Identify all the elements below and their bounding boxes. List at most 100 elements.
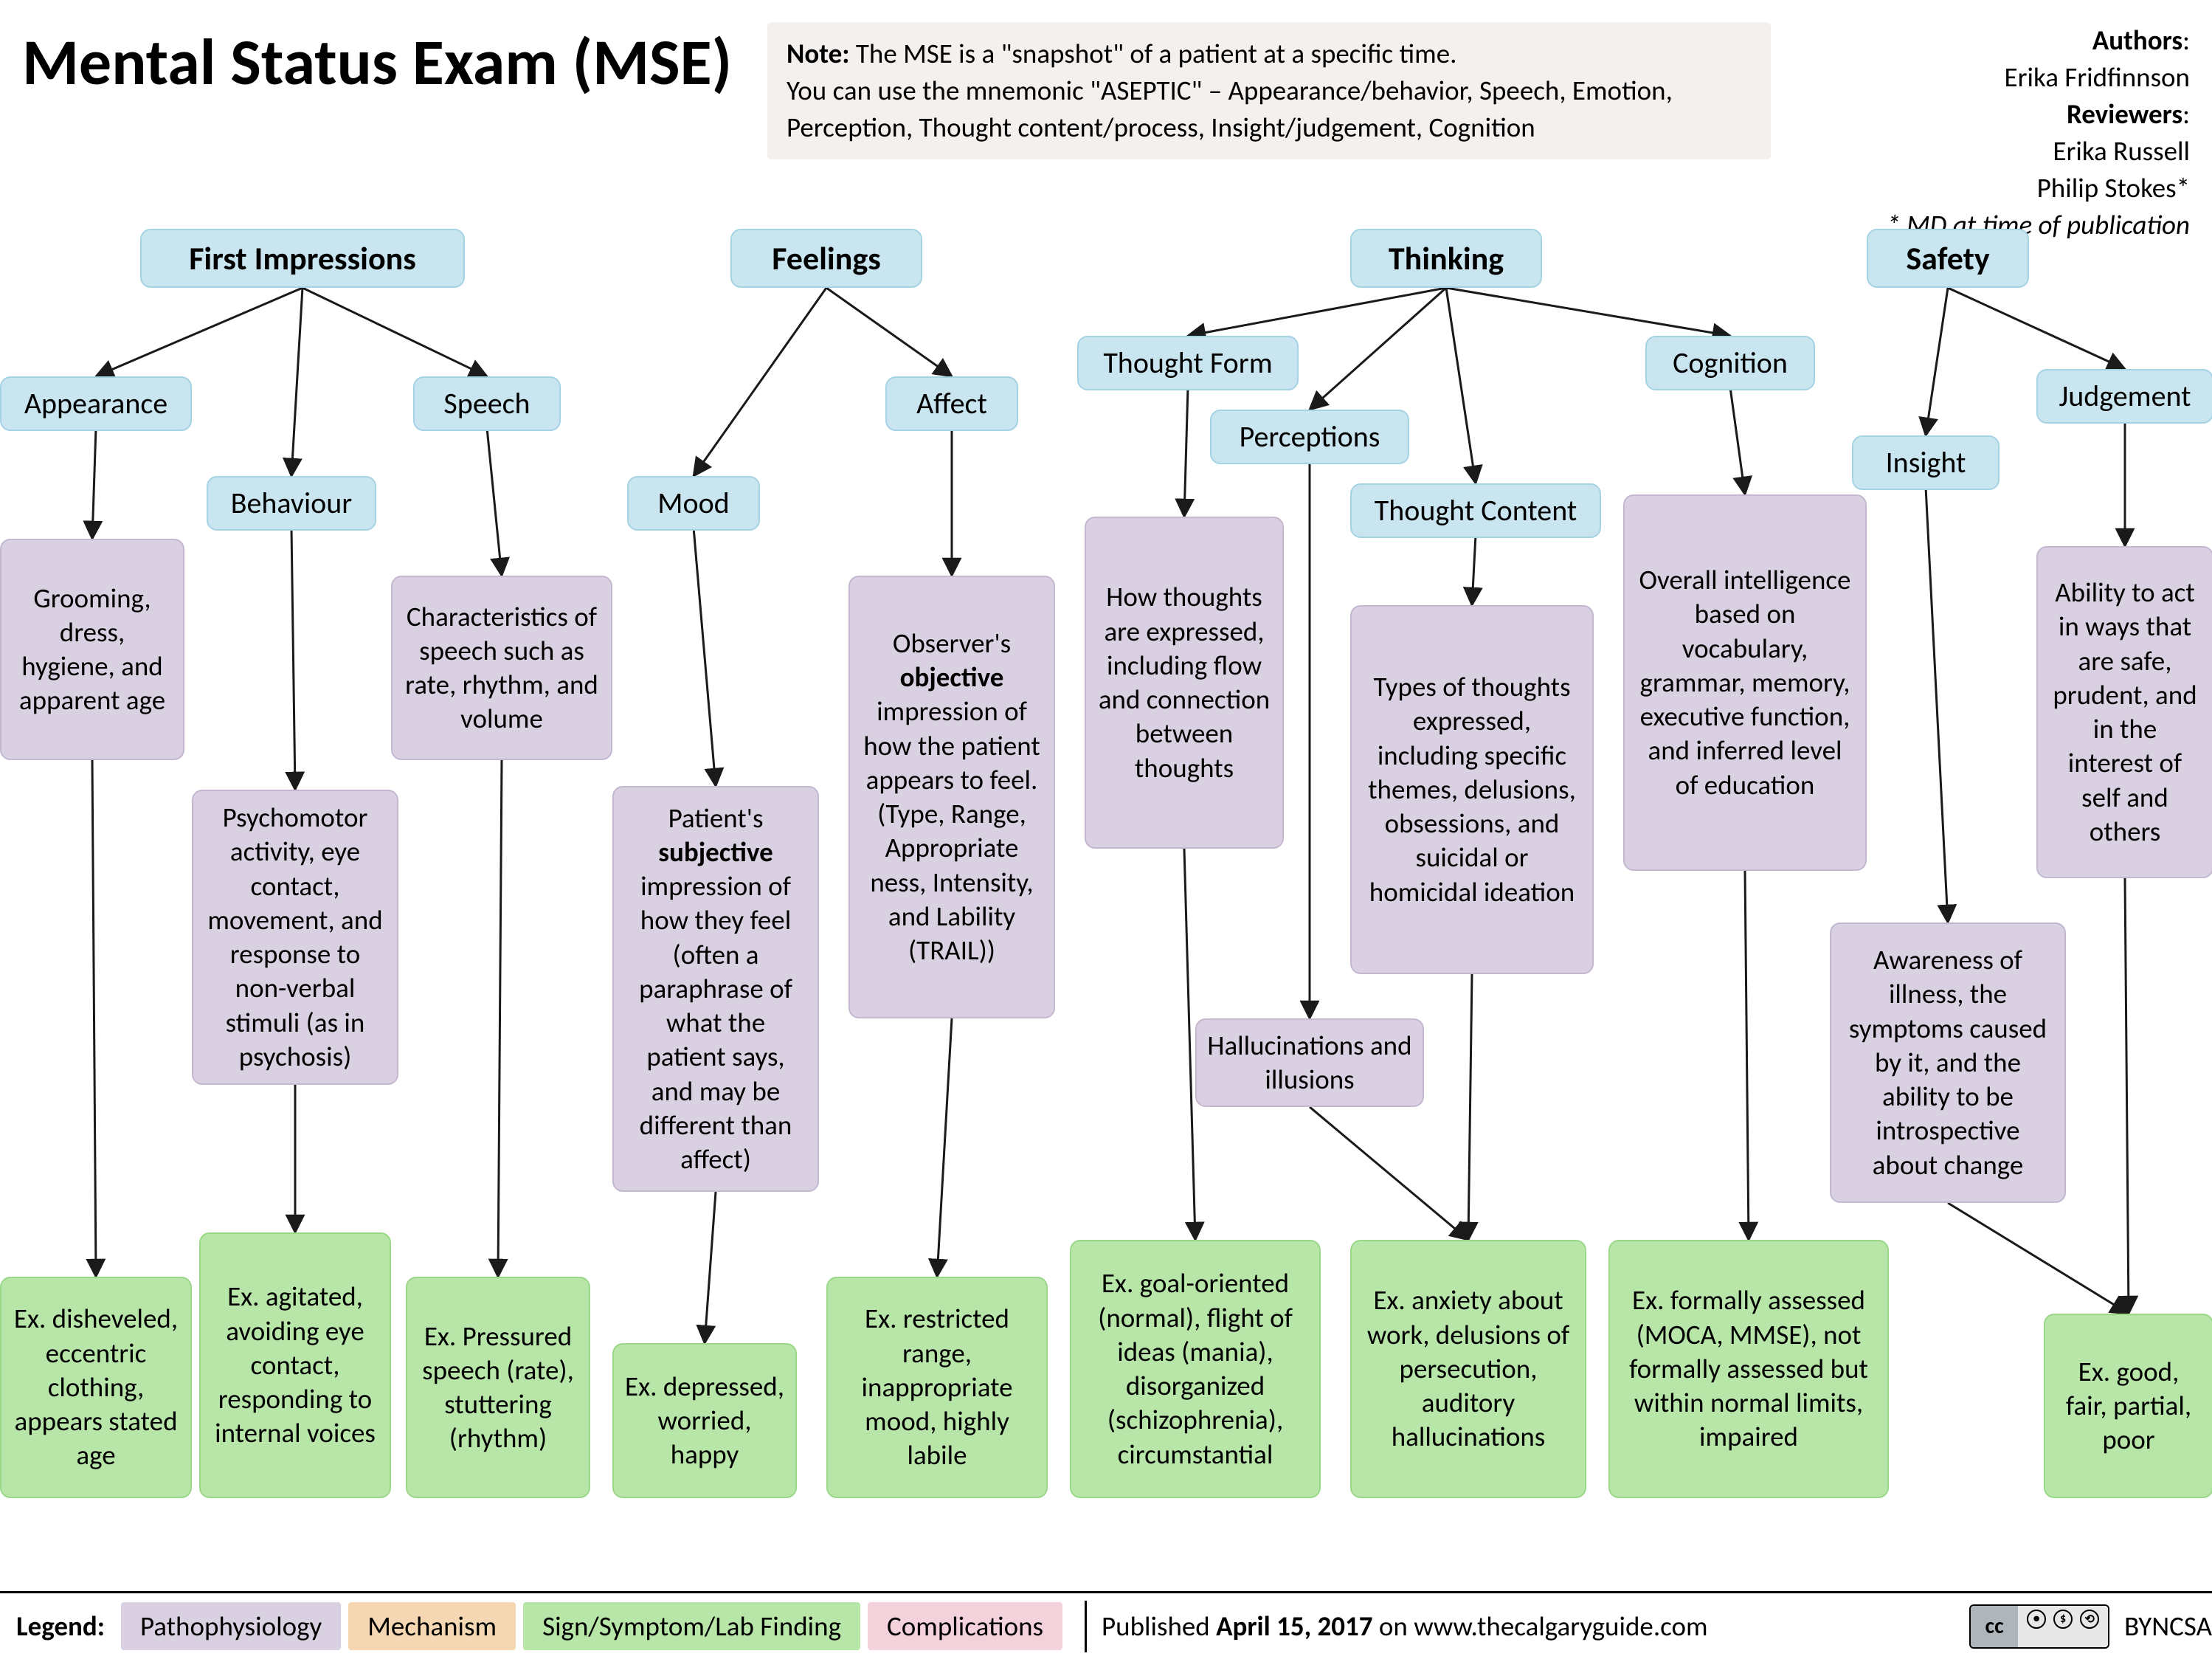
edge-first_impressions-appearance: [96, 288, 303, 376]
edge-appearance-d_appearance: [92, 428, 96, 539]
edge-feelings-mood: [694, 288, 826, 476]
node-e_thoughtform: Ex. goal-oriented (normal), flight of id…: [1070, 1240, 1321, 1498]
node-d_affect: Observer's objective impression of how t…: [848, 576, 1055, 1018]
published-line: Published April 15, 2017 on www.thecalga…: [1102, 1610, 1708, 1643]
node-e_ins_jud: Ex. good, fair, partial, poor: [2044, 1314, 2212, 1498]
node-perceptions: Perceptions: [1210, 410, 1409, 464]
node-label: Patient's subjective impression of how t…: [624, 801, 807, 1177]
note-box: Note: The MSE is a "snapshot" of a patie…: [767, 22, 1771, 159]
reviewers-label: Reviewers: [2067, 97, 2182, 131]
node-label: Characteristics of speech such as rate, …: [403, 600, 601, 737]
node-d_thoughtcontent: Types of thoughts expressed, including s…: [1350, 605, 1594, 974]
node-label: Thought Content: [1362, 492, 1589, 529]
node-thinking: Thinking: [1350, 229, 1542, 288]
node-e_behaviour: Ex. agitated, avoiding eye contact, resp…: [199, 1232, 391, 1498]
node-label: How thoughts are expressed, including fl…: [1096, 580, 1272, 785]
author-1: Erika Fridfinnson: [1887, 59, 2190, 96]
node-label: Judgement: [2048, 378, 2202, 415]
node-label: Ex. goal-oriented (normal), flight of id…: [1082, 1266, 1309, 1472]
edge-d_thoughtform-e_thoughtform: [1184, 849, 1195, 1240]
node-e_appearance: Ex. disheveled, eccentric clothing, appe…: [0, 1277, 192, 1498]
node-label: Feelings: [742, 238, 910, 279]
node-label: Cognition: [1657, 345, 1803, 382]
node-e_affect: Ex. restricted range, inappropriate mood…: [826, 1277, 1048, 1498]
node-label: Thought Form: [1089, 345, 1287, 382]
cc-sa-icon: ⟲: [2080, 1610, 2099, 1629]
reviewer-2: Philip Stokes*: [1887, 170, 2190, 207]
node-d_insight: Awareness of illness, the symptoms cause…: [1830, 922, 2066, 1203]
node-insight: Insight: [1852, 435, 2000, 490]
cc-by-icon: ●: [2027, 1610, 2046, 1629]
node-d_speech: Characteristics of speech such as rate, …: [391, 576, 612, 760]
authors-label: Authors: [2092, 24, 2182, 57]
credits: Authors: Erika Fridfinnson Reviewers: Er…: [1887, 22, 2190, 244]
node-d_judgement: Ability to act in ways that are safe, pr…: [2036, 546, 2212, 878]
node-e_mood: Ex. depressed, worried, happy: [612, 1343, 797, 1498]
legend-mechanism: Mechanism: [348, 1602, 516, 1650]
legend-separator: [1085, 1601, 1087, 1652]
edge-first_impressions-speech: [303, 288, 487, 376]
edge-cognition-d_cognition: [1730, 387, 1745, 494]
node-label: Ex. agitated, avoiding eye contact, resp…: [211, 1280, 379, 1450]
node-label: Affect: [897, 385, 1006, 422]
reviewer-1: Erika Russell: [1887, 133, 2190, 170]
edge-d_judgement-e_ins_jud: [2125, 878, 2129, 1314]
node-d_thoughtform: How thoughts are expressed, including fl…: [1085, 517, 1284, 849]
legend-complications: Complications: [868, 1602, 1062, 1650]
node-appearance: Appearance: [0, 376, 192, 431]
edge-d_thoughtcontent-e_tc_perc: [1468, 974, 1472, 1240]
edge-d_perceptions-e_tc_perc: [1310, 1107, 1468, 1240]
node-label: Ex. depressed, worried, happy: [624, 1370, 785, 1472]
node-label: Behaviour: [218, 485, 364, 522]
legend-sign-symptom: Sign/Symptom/Lab Finding: [523, 1602, 860, 1650]
node-mood: Mood: [627, 476, 760, 531]
node-label: Ex. formally assessed (MOCA, MMSE), not …: [1620, 1283, 1877, 1454]
edge-speech-d_speech: [487, 428, 502, 576]
node-label: Ability to act in ways that are safe, pr…: [2048, 576, 2202, 849]
edge-mood-d_mood: [694, 528, 716, 786]
node-behaviour: Behaviour: [207, 476, 376, 531]
node-label: Overall intelligence based on vocabulary…: [1635, 563, 1855, 802]
node-label: Awareness of illness, the symptoms cause…: [1842, 943, 2054, 1182]
edge-thinking-thought_content: [1446, 288, 1476, 483]
node-label: Types of thoughts expressed, including s…: [1362, 670, 1582, 909]
edge-d_appearance-e_appearance: [92, 760, 96, 1277]
legend-bar: Legend: Pathophysiology Mechanism Sign/S…: [0, 1591, 2212, 1659]
node-label: Ex. Pressured speech (rate), stuttering …: [418, 1320, 578, 1456]
node-label: Observer's objective impression of how t…: [860, 627, 1043, 968]
node-first_impressions: First Impressions: [140, 229, 465, 288]
node-safety: Safety: [1867, 229, 2029, 288]
page-title: Mental Status Exam (MSE): [22, 22, 732, 102]
node-d_perceptions: Hallucinations and illusions: [1195, 1018, 1424, 1107]
edge-d_insight-e_ins_jud: [1948, 1203, 2129, 1314]
edge-safety-judgement: [1948, 288, 2125, 369]
node-e_tc_perc: Ex. anxiety about work, delusions of per…: [1350, 1240, 1586, 1498]
node-label: Insight: [1864, 444, 1988, 481]
node-feelings: Feelings: [730, 229, 922, 288]
node-label: Perceptions: [1222, 418, 1397, 455]
node-thought_form: Thought Form: [1077, 336, 1299, 390]
edge-thinking-thought_form: [1188, 288, 1446, 336]
published-prefix: Published: [1102, 1610, 1216, 1643]
diagram-canvas: First Impressions Feelings Thinking Safety A…: [0, 221, 2212, 1579]
cc-icon: cc: [1971, 1606, 2018, 1647]
cc-license-badge: cc ● $ ⟲: [1969, 1604, 2109, 1649]
edge-feelings-affect: [826, 288, 952, 376]
node-label: Mood: [639, 485, 748, 522]
edge-thinking-cognition: [1446, 288, 1730, 336]
node-label: First Impressions: [152, 238, 453, 279]
node-label: Ex. anxiety about work, delusions of per…: [1362, 1283, 1575, 1454]
edge-d_mood-e_mood: [705, 1192, 716, 1343]
node-d_cognition: Overall intelligence based on vocabulary…: [1623, 494, 1867, 871]
cc-nc-icon: $: [2053, 1610, 2073, 1629]
legend-title: Legend:: [0, 1610, 121, 1643]
edge-d_speech-e_speech: [498, 760, 502, 1277]
edge-d_cognition-e_cognition: [1745, 871, 1749, 1240]
cc-icons: ● $ ⟲: [2018, 1606, 2108, 1647]
node-e_cognition: Ex. formally assessed (MOCA, MMSE), not …: [1608, 1240, 1889, 1498]
node-label: Safety: [1879, 238, 2017, 279]
edge-safety-insight: [1926, 288, 1948, 435]
node-affect: Affect: [885, 376, 1018, 431]
note-line1: The MSE is a "snapshot" of a patient at …: [849, 37, 1456, 70]
edge-thought_form-d_thoughtform: [1184, 387, 1188, 517]
